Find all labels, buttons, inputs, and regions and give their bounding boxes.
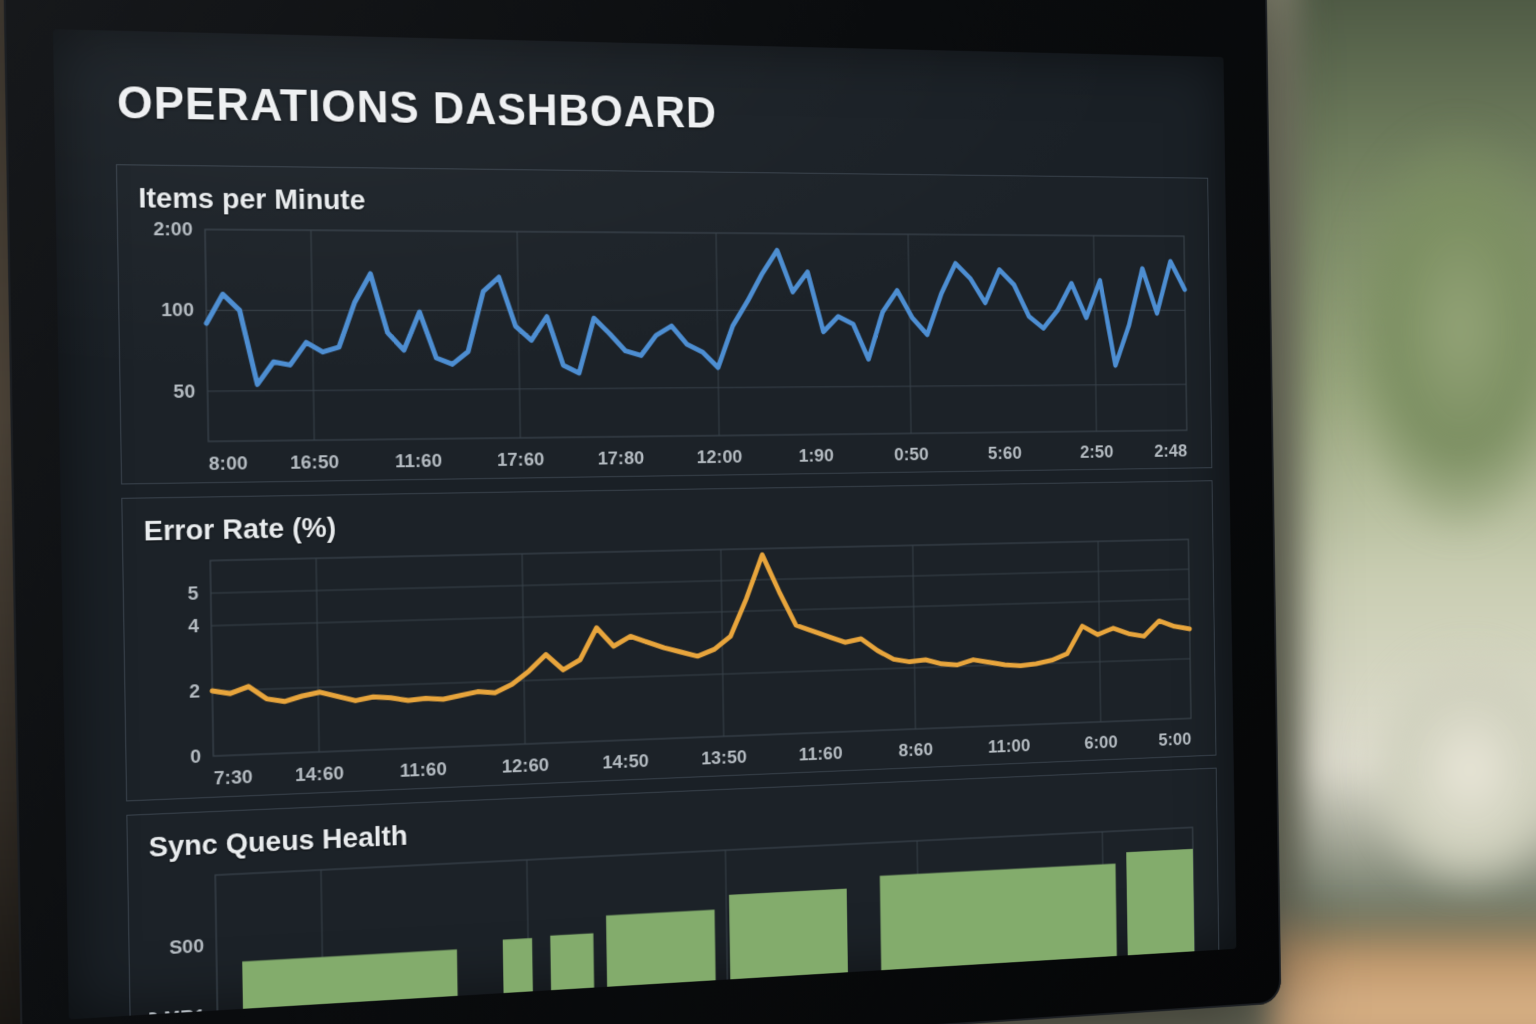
x-tick-label: 16:50: [290, 452, 339, 474]
error-rate-chart: 5 4 2 0 7:30 14:60 11:60 12:60 14:50 13:50 11:60 8:…: [187, 532, 1204, 790]
vertical-gridline: [311, 230, 314, 440]
y-tick-label: 2: [189, 681, 200, 702]
data-line: [210, 545, 1190, 707]
x-tick-label: 8:01: [1162, 973, 1195, 994]
y-tick-label: 100: [161, 300, 194, 321]
x-tick-label: 2:50: [1080, 443, 1114, 463]
dashboard-screen: OPERATIONS DASHBOARD Items per Minute 2:…: [52, 29, 1237, 1020]
items-per-minute-chart: 2:00 100 50 8:00 16:50 11:60 17:60 17:80 12:00 1:…: [153, 221, 1200, 475]
y-tick-label: 50: [173, 381, 195, 402]
x-tick-label: 14:50: [802, 995, 847, 1018]
data-line: [205, 247, 1186, 384]
background-foliage: [1340, 120, 1536, 540]
row-label: PRIS MR1: [147, 1006, 206, 1019]
x-tick-label: 14:50: [897, 989, 941, 1012]
vertical-gridline: [316, 558, 319, 752]
panel-items-per-minute: Items per Minute 2:00 100 50 8:00 16:50 11:60…: [115, 164, 1213, 485]
plot-border: [210, 539, 1191, 756]
queue-health-block: [1126, 848, 1195, 966]
y-tick-label: 4: [188, 616, 200, 637]
x-tick-label: 1:00: [1088, 977, 1122, 999]
horizontal-gridline: [211, 599, 1189, 626]
page-title: OPERATIONS DASHBOARD: [116, 77, 718, 138]
x-tick-label: 14:70: [705, 1001, 751, 1020]
x-tick-label: 11:60: [395, 451, 442, 472]
x-tick-label: 6:00: [1084, 733, 1118, 754]
x-tick-label: 17:80: [598, 448, 645, 469]
x-tick-label: 11:60: [799, 744, 843, 766]
x-tick-label: 12:60: [502, 755, 550, 777]
vertical-gridline: [1094, 236, 1097, 432]
queue-health-block: [242, 949, 458, 1020]
plot-border: [205, 229, 1187, 441]
x-tick-label: 14:60: [295, 763, 344, 786]
panel-sync-queue-health: Sync Queus Health S00PRIS MR119/1018:601…: [126, 767, 1220, 1020]
x-tick-label: 5:00: [1158, 730, 1191, 751]
vertical-gridline: [725, 850, 727, 990]
queue-health-block: [729, 888, 849, 991]
horizontal-gridline: [208, 384, 1187, 391]
background-window-light: [1360, 640, 1536, 900]
horizontal-gridline: [211, 569, 1189, 593]
vertical-gridline: [522, 554, 525, 744]
x-tick-label: 7:30: [214, 767, 253, 790]
queue-health-block: [606, 909, 716, 998]
vertical-gridline: [908, 234, 911, 433]
x-tick-label: 11:00: [988, 736, 1031, 757]
vertical-gridline: [913, 545, 916, 729]
queue-health-block: [879, 863, 1118, 981]
x-tick-label: 8:60: [898, 740, 933, 761]
x-tick-label: 11:60: [400, 759, 447, 782]
x-tick-label: 12:00: [696, 447, 742, 468]
row-label: S00: [169, 936, 204, 959]
x-tick-label: 17:60: [606, 1007, 653, 1020]
x-tick-label: 2:48: [1154, 442, 1187, 462]
x-tick-label: 5:60: [988, 444, 1022, 464]
vertical-gridline: [517, 232, 520, 438]
vertical-gridline: [716, 233, 719, 436]
queue-health-block: [550, 933, 595, 1002]
monitor-bezel: OPERATIONS DASHBOARD Items per Minute 2:…: [2, 0, 1282, 1024]
x-tick-label: 8:00: [209, 453, 248, 475]
y-tick-label: 0: [190, 747, 201, 769]
x-tick-label: 13:50: [701, 747, 747, 769]
x-tick-label: 1250: [994, 983, 1032, 1005]
queue-health-block: [502, 938, 534, 1004]
x-tick-label: 14:50: [602, 751, 649, 773]
x-tick-label: 1:90: [799, 446, 834, 466]
x-tick-label: 12:60: [506, 1013, 554, 1019]
x-tick-label: 0:50: [894, 445, 929, 465]
panel-stack: Items per Minute 2:00 100 50 8:00 16:50 11:60…: [115, 164, 1220, 1020]
panel-error-rate: Error Rate (%) 5 4 2 0 7:30 14:60 11:60 12:60 14…: [121, 480, 1217, 802]
y-tick-label: 2:00: [153, 221, 193, 241]
chart-title-items-per-minute: Items per Minute: [138, 181, 366, 216]
x-tick-label: 17:60: [497, 450, 545, 471]
desk-surface: [1270, 905, 1536, 1024]
y-tick-label: 5: [187, 583, 199, 604]
sync-queue-health-chart: S00PRIS MR119/1018:6011:6012:6017:6014:7…: [147, 819, 1207, 1020]
